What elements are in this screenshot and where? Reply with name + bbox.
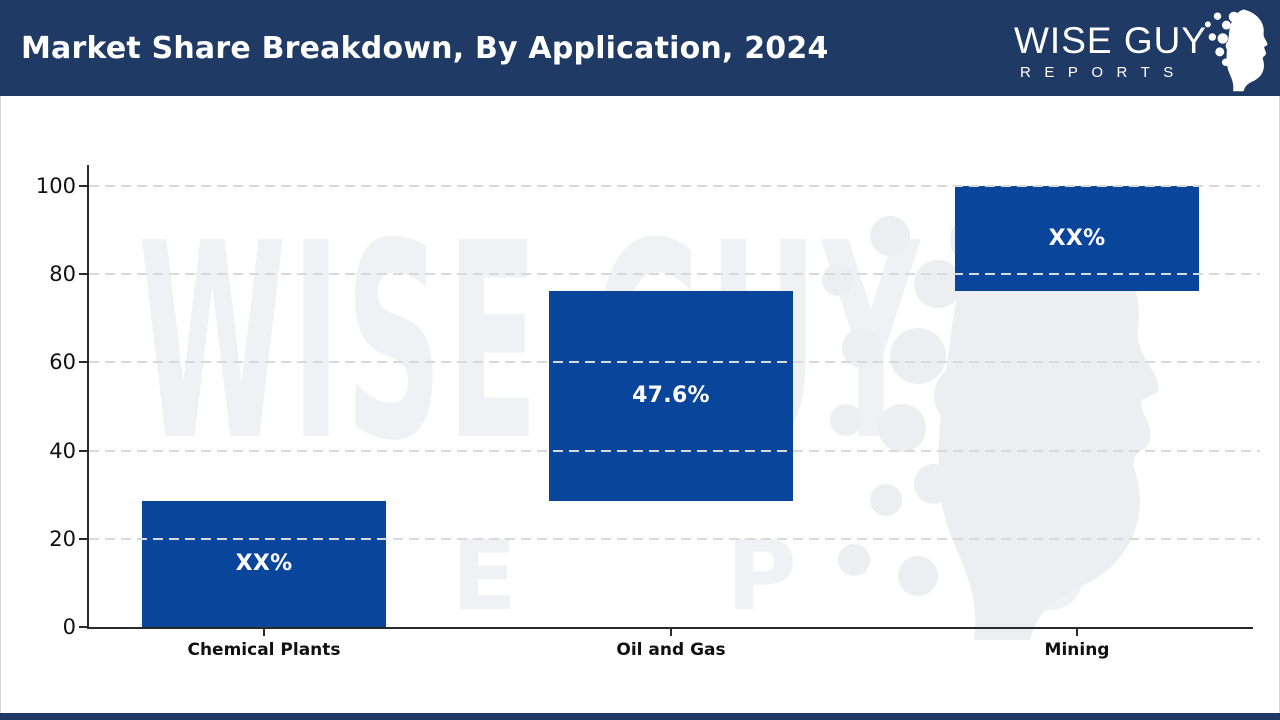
logo-subtitle: REPORTS	[1020, 64, 1187, 81]
y-axis-line	[87, 165, 89, 629]
gridline-40	[89, 449, 1260, 452]
bar-oil-and-gas: 47.6%	[549, 290, 793, 501]
x-category-label: Oil and Gas	[616, 640, 726, 660]
y-tick-label-80: 80	[49, 262, 76, 287]
y-tick-100	[79, 185, 88, 187]
brand-logo: WISE GUY REPORTS	[1014, 6, 1268, 92]
logo-wordmark: WISE GUY	[1014, 20, 1208, 61]
y-tick-20	[79, 537, 88, 540]
bar-mining: XX%	[955, 186, 1199, 291]
x-category-label: Mining	[1044, 640, 1110, 660]
y-tick-label-0: 0	[62, 615, 76, 639]
bar-chemical-plants: XX%	[142, 500, 386, 627]
y-tick-label-40: 40	[49, 438, 76, 463]
x-tick-2	[1076, 629, 1078, 636]
y-tick-label-20: 20	[49, 526, 76, 551]
x-category-label: Chemical Plants	[187, 640, 341, 660]
y-tick-80	[79, 273, 88, 276]
x-tick-0	[263, 629, 265, 636]
footer-bar	[0, 713, 1280, 720]
header-bar: Market Share Breakdown, By Application, …	[0, 0, 1280, 96]
bar-value-label: XX%	[1048, 225, 1106, 251]
bar-value-label: XX%	[235, 551, 293, 577]
gridline-80	[89, 273, 1260, 276]
y-tick-label-100: 100	[35, 174, 76, 198]
y-tick-60	[79, 361, 88, 364]
y-tick-label-60: 60	[49, 350, 76, 375]
y-tick-40	[79, 449, 88, 452]
gridline-20	[89, 537, 1260, 540]
y-tick-0	[79, 626, 88, 628]
x-tick-1	[670, 629, 672, 636]
bar-value-label: 47.6%	[632, 383, 710, 409]
logo-head-icon	[1204, 9, 1268, 92]
gridline-60	[89, 361, 1260, 364]
gridline-100	[89, 185, 1260, 187]
x-axis-line	[87, 627, 1253, 629]
page-title: Market Share Breakdown, By Application, …	[21, 30, 829, 66]
